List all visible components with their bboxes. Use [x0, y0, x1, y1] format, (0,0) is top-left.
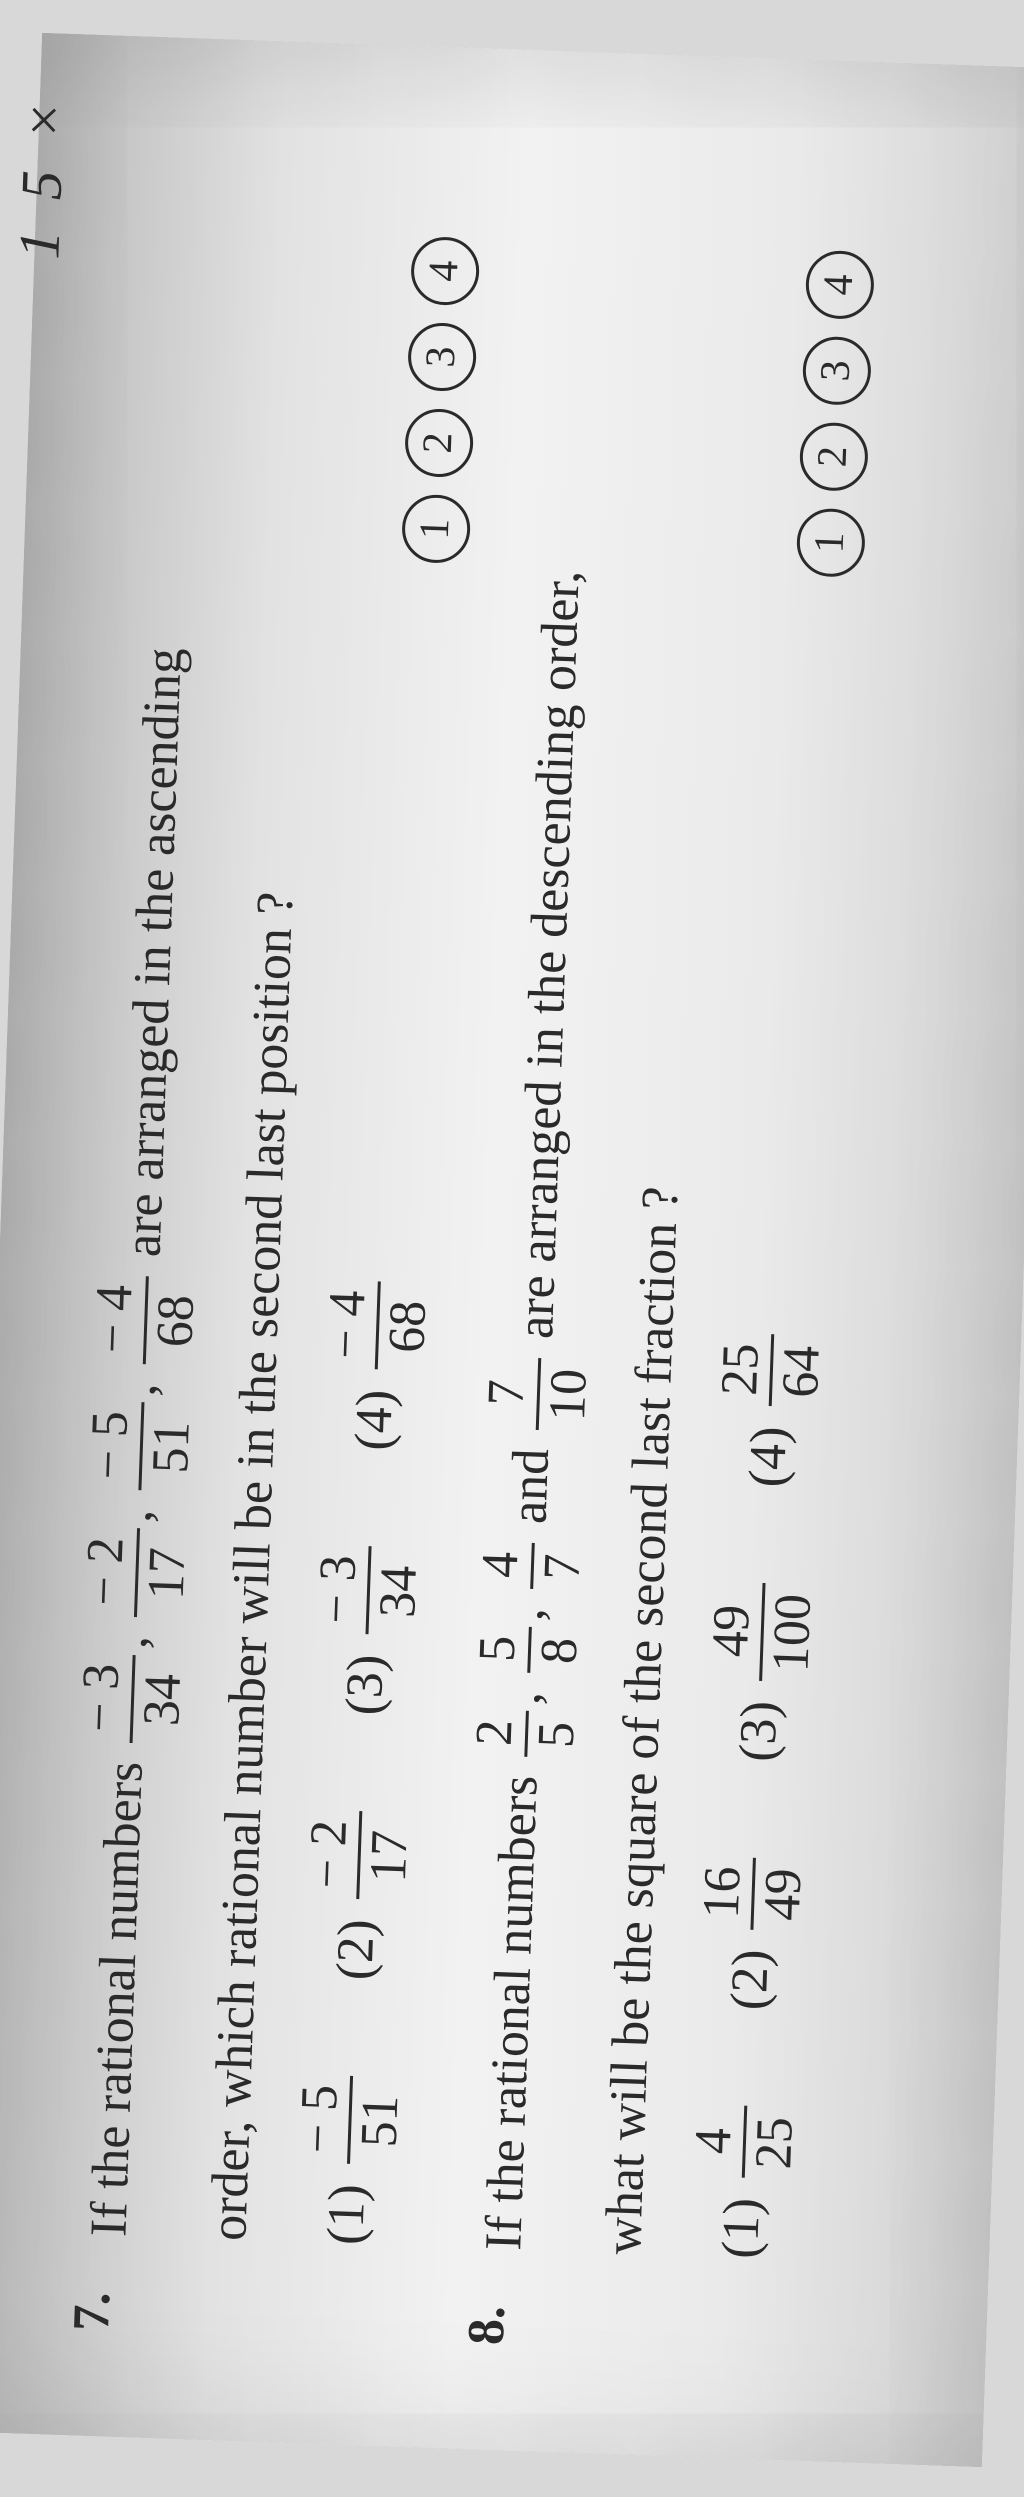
- q7-opt-2[interactable]: (2)− 217: [297, 1803, 419, 1982]
- q8-bubble-1[interactable]: 1: [796, 508, 866, 578]
- q7-bubble-3[interactable]: 3: [407, 322, 477, 392]
- q8-frac-4: 710: [479, 1356, 598, 1432]
- question-8: 8. If the rational numbers 25, 58, 47 an…: [450, 170, 871, 2261]
- q8-opt-1[interactable]: (1)425: [683, 2098, 805, 2261]
- q8-opt-2[interactable]: (2)1649: [691, 1850, 813, 2013]
- q7-opt-3[interactable]: (3)− 334: [306, 1538, 428, 1717]
- q8-bubbles: 1 2 3 4: [796, 250, 875, 578]
- q8-opt-3[interactable]: (3)49100: [700, 1575, 823, 1764]
- q7-stem-a: If the rational numbers: [80, 1748, 154, 2238]
- q7-bubble-1[interactable]: 1: [401, 494, 471, 564]
- q8-stem-b: are arranged in the descending order,: [507, 569, 591, 1339]
- q7-stem-b: are arranged in the ascending: [115, 647, 193, 1258]
- q8-frac-3: 47: [473, 1541, 591, 1591]
- q8-bubble-4[interactable]: 4: [805, 250, 875, 320]
- q7-bubble-4[interactable]: 4: [410, 236, 480, 306]
- q7-frac-2: − 217: [77, 1526, 196, 1618]
- q7-frac-4: − 468: [86, 1274, 205, 1366]
- q7-bubbles: 1 2 3 4: [401, 236, 480, 564]
- q8-bubble-3[interactable]: 3: [802, 336, 872, 406]
- q8-stem-mid: and: [500, 1435, 560, 1525]
- q8-number: 8.: [447, 2304, 529, 2346]
- scribble: 1 5 ×: [0, 91, 90, 260]
- q7-opt-4[interactable]: (4)− 468: [316, 1274, 438, 1453]
- q7-frac-3: − 551: [81, 1400, 200, 1492]
- q7-opt-1[interactable]: (1)− 551: [288, 2068, 410, 2247]
- page: 1 5 × 7. If the rational numbers − 334, …: [0, 33, 1024, 2467]
- question-7: 7. If the rational numbers − 334, − 217,…: [55, 156, 476, 2247]
- q8-frac-1: 25: [467, 1709, 585, 1759]
- q8-bubble-2[interactable]: 2: [799, 422, 869, 492]
- q8-stem-a: If the rational numbers: [475, 1762, 549, 2252]
- q8-frac-2: 58: [470, 1625, 588, 1675]
- q8-opt-4[interactable]: (4)2564: [710, 1327, 832, 1490]
- q7-number: 7.: [52, 2291, 134, 2333]
- q7-bubble-2[interactable]: 2: [404, 408, 474, 478]
- q7-frac-1: − 334: [73, 1653, 192, 1745]
